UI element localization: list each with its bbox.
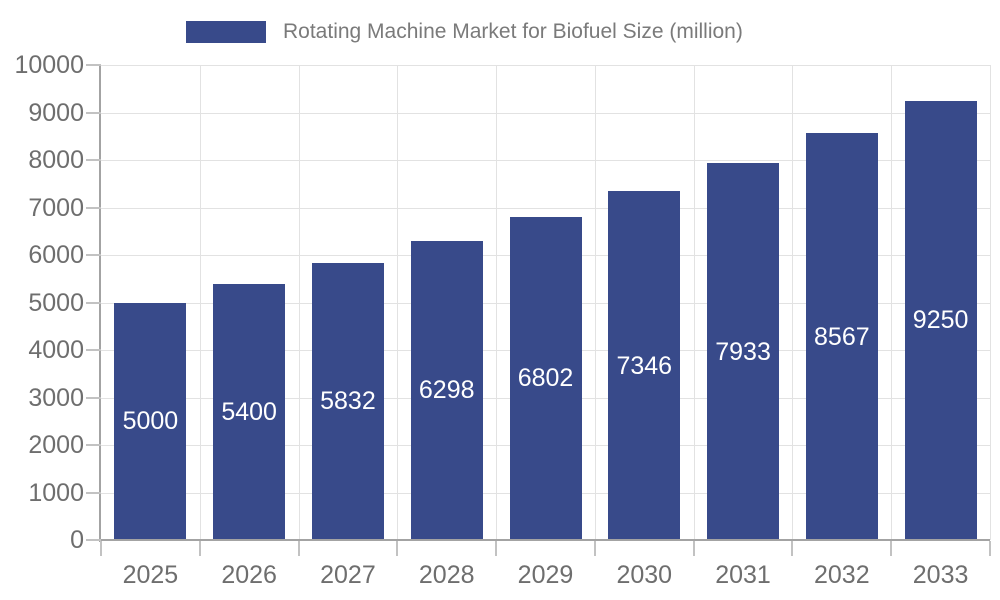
x-axis-tick: [989, 541, 991, 556]
y-tick-label: 7000: [28, 193, 84, 222]
bar-value-label: 7346: [616, 351, 673, 380]
gridline-vertical: [792, 65, 794, 540]
gridline-horizontal: [101, 160, 990, 161]
y-axis-tick: [86, 396, 101, 399]
x-tick-label: 2032: [814, 561, 870, 589]
legend-label[interactable]: Rotating Machine Market for Biofuel Size…: [283, 20, 743, 43]
legend[interactable]: Rotating Machine Market for Biofuel Size…: [186, 20, 743, 44]
bar: 7933: [707, 163, 780, 540]
x-axis-tick: [692, 541, 695, 556]
y-axis-tick: [86, 206, 101, 209]
bar: 9250: [904, 100, 977, 540]
y-tick-label: 4000: [28, 336, 84, 364]
y-tick-label: 10000: [14, 51, 84, 79]
bar-value-label: 9250: [912, 306, 969, 335]
bar-value-label: 8567: [814, 322, 870, 351]
y-tick-label: 8000: [28, 146, 84, 174]
gridline-horizontal: [101, 65, 990, 66]
x-tick-label: 2026: [221, 561, 277, 589]
gridline-vertical: [298, 65, 300, 540]
x-axis-tick: [198, 541, 201, 556]
y-tick-label: 0: [70, 526, 84, 554]
x-tick-label: 2027: [320, 561, 376, 589]
x-axis-line: [99, 539, 990, 541]
gridline-vertical: [397, 65, 399, 540]
gridline-vertical: [496, 65, 498, 540]
y-tick-label: 9000: [28, 98, 84, 127]
bar-value-label: 5832: [320, 387, 376, 416]
bar-value-label: 6802: [517, 364, 574, 393]
x-tick-label: 2028: [418, 561, 475, 589]
x-axis-tick: [396, 541, 399, 556]
y-axis-tick: [86, 444, 101, 446]
bar: 6298: [410, 240, 483, 540]
x-axis-tick: [297, 541, 300, 556]
bar: 5000: [114, 302, 187, 540]
y-axis-tick: [86, 301, 101, 304]
y-axis-tick: [86, 254, 101, 256]
bar-value-label: 5000: [122, 407, 179, 436]
x-tick-label: 2033: [912, 561, 969, 589]
x-axis-tick: [791, 541, 794, 556]
y-tick-label: 5000: [28, 288, 84, 317]
x-axis-tick: [495, 541, 498, 556]
y-axis-line: [99, 65, 101, 542]
bar: 7346: [608, 191, 681, 540]
gridline-vertical: [990, 65, 991, 540]
legend-swatch[interactable]: [186, 21, 266, 43]
y-axis-tick: [86, 159, 101, 161]
x-axis-tick: [890, 541, 893, 556]
x-tick-label: 2031: [715, 561, 771, 589]
y-tick-label: 6000: [28, 241, 84, 269]
y-axis-tick: [86, 349, 101, 351]
x-axis-tick: [593, 541, 596, 556]
gridline-vertical: [693, 65, 695, 540]
bar: 8567: [805, 133, 878, 540]
gridline-vertical: [891, 65, 893, 540]
x-tick-label: 2030: [616, 561, 673, 589]
bar: 5400: [213, 283, 286, 540]
gridline-horizontal: [101, 207, 990, 209]
bar-value-label: 7933: [715, 337, 771, 366]
gridline-vertical: [199, 65, 201, 540]
x-tick-label: 2025: [122, 561, 179, 589]
x-axis-tick: [100, 541, 102, 556]
y-axis-tick: [86, 491, 101, 494]
gridline-vertical: [594, 65, 596, 540]
bar: 5832: [311, 262, 384, 540]
x-tick-label: 2029: [517, 561, 574, 589]
bar-value-label: 6298: [418, 376, 475, 405]
y-axis-tick: [86, 539, 101, 541]
y-tick-label: 2000: [28, 431, 84, 459]
bar-value-label: 5400: [221, 397, 277, 426]
bar: 6802: [509, 216, 582, 540]
gridline-horizontal: [101, 112, 990, 114]
y-axis-tick: [86, 64, 101, 66]
y-tick-label: 1000: [28, 478, 84, 507]
y-axis-tick: [86, 111, 101, 114]
y-tick-label: 3000: [28, 383, 84, 412]
